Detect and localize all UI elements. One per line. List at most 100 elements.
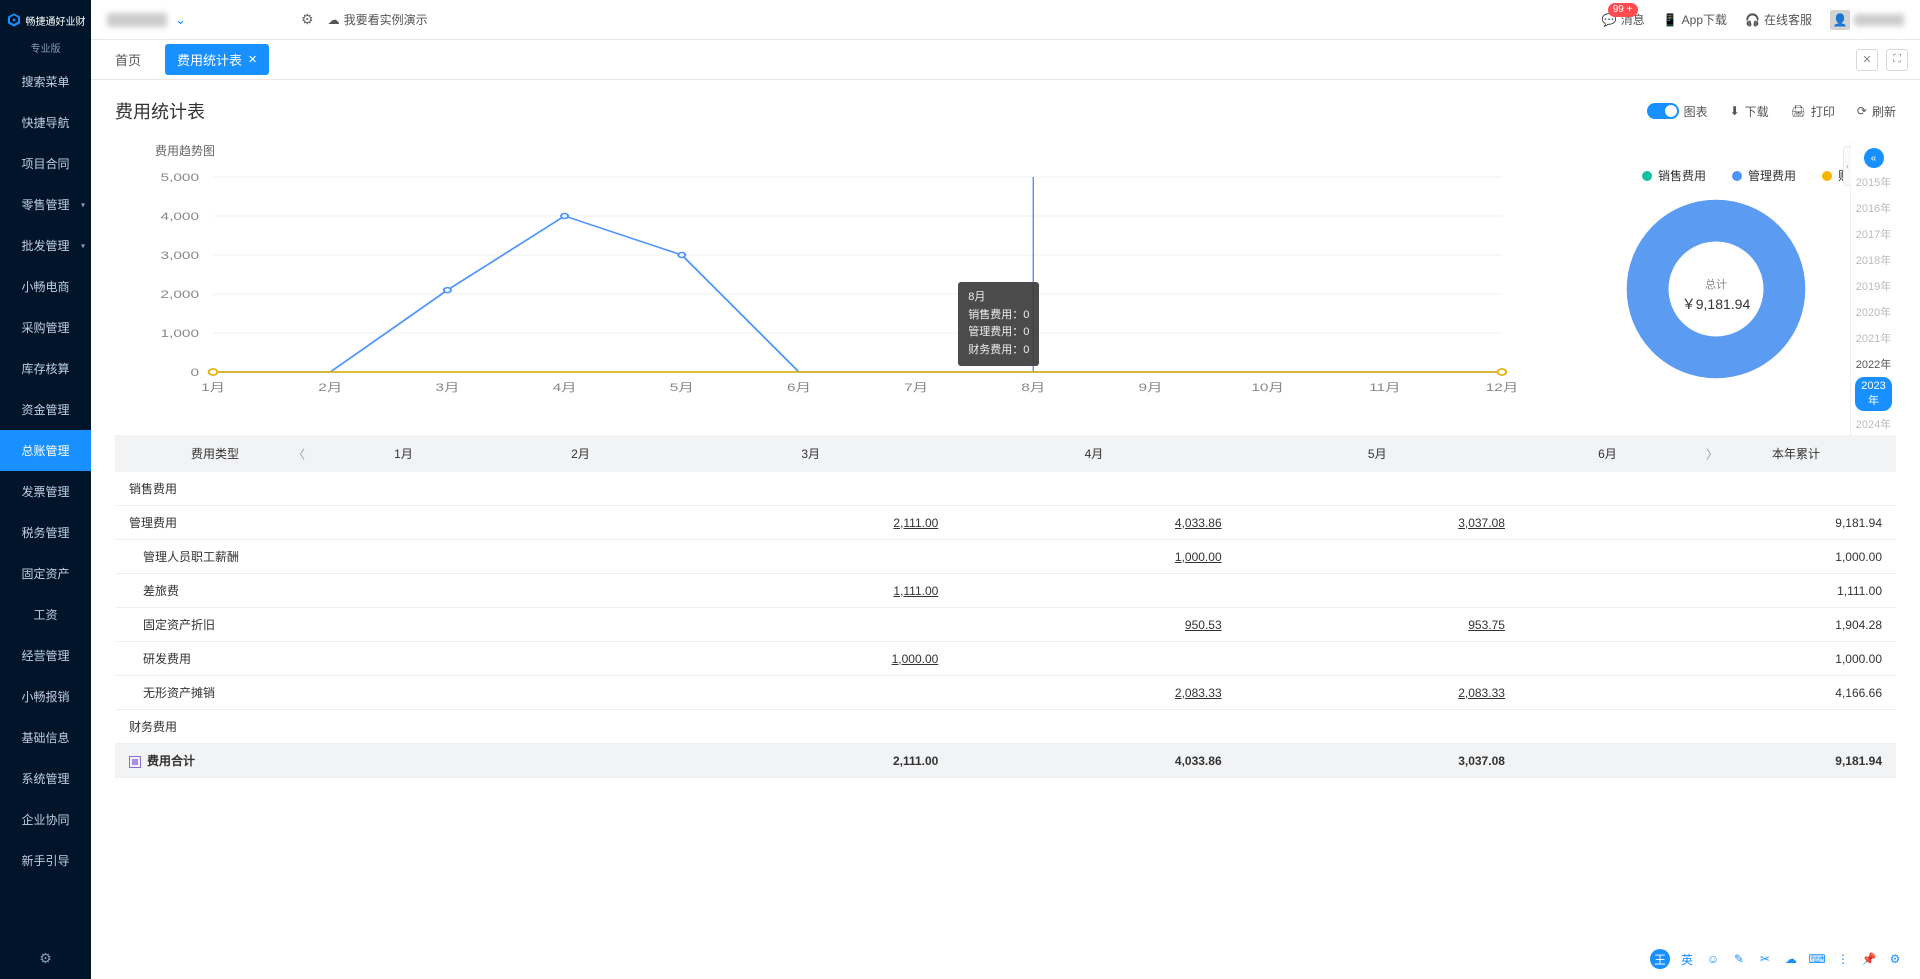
cell-link[interactable]: 953.75: [1468, 618, 1505, 632]
settings-gear-icon[interactable]: ⚙: [39, 950, 52, 966]
sidebar-menu: 搜索菜单快捷导航项目合同零售管理▾批发管理▾小畅电商采购管理库存核算资金管理总账…: [0, 61, 91, 938]
legend-item[interactable]: 销售费用: [1642, 167, 1706, 184]
support-button[interactable]: 🎧 在线客服: [1745, 11, 1812, 28]
col-month: 5月: [1236, 435, 1519, 472]
demo-link[interactable]: ☁ 我要看实例演示: [328, 11, 428, 28]
ime-cloud-icon[interactable]: ☁: [1782, 950, 1800, 968]
year-rail: ‹ « 2015年2016年2017年2018年2019年2020年2021年2…: [1850, 142, 1896, 464]
total-row-icon: [129, 756, 141, 768]
donut-panel: 销售费用管理费用财务费用 总计 ￥9,181.94: [1536, 167, 1896, 417]
sidebar-item[interactable]: 总账管理: [0, 430, 91, 471]
cell-link[interactable]: 2,083.33: [1175, 686, 1222, 700]
year-item[interactable]: 2020年: [1851, 299, 1896, 325]
tab-home[interactable]: 首页: [103, 44, 153, 75]
cell: [669, 608, 952, 642]
sidebar-item[interactable]: 基础信息: [0, 717, 91, 758]
year-item[interactable]: 2016年: [1851, 195, 1896, 221]
row-label: 无形资产摊销: [115, 676, 315, 710]
cell: [492, 506, 669, 540]
year-item[interactable]: 2021年: [1851, 325, 1896, 351]
sidebar-item[interactable]: 小畅电商: [0, 266, 91, 307]
print-button[interactable]: 🖨 打印: [1791, 103, 1835, 120]
year-item[interactable]: 2024年: [1851, 411, 1896, 437]
ime-more-icon[interactable]: ⋮: [1834, 950, 1852, 968]
user-menu[interactable]: 👤: [1830, 10, 1904, 30]
cell: 1,000.00: [669, 642, 952, 676]
tab-current[interactable]: 费用统计表 ✕: [165, 44, 269, 75]
refresh-button[interactable]: ⟳ 刷新: [1857, 103, 1896, 120]
download-label: 下载: [1745, 103, 1769, 120]
sidebar-item[interactable]: 快捷导航: [0, 102, 91, 143]
sidebar-item[interactable]: 新手引导: [0, 840, 91, 881]
sidebar: 畅捷通好业财 专业版 搜索菜单快捷导航项目合同零售管理▾批发管理▾小畅电商采购管…: [0, 0, 91, 979]
sidebar-item[interactable]: 发票管理: [0, 471, 91, 512]
year-item[interactable]: 2015年: [1851, 169, 1896, 195]
ime-scissors-icon[interactable]: ✂: [1756, 950, 1774, 968]
ime-edit-icon[interactable]: ✎: [1730, 950, 1748, 968]
cell-link[interactable]: 2,083.33: [1458, 686, 1505, 700]
sidebar-item[interactable]: 经营管理: [0, 635, 91, 676]
sidebar-item[interactable]: 资金管理: [0, 389, 91, 430]
ime-pin-icon[interactable]: 📌: [1860, 950, 1878, 968]
cell-link[interactable]: 1,111.00: [893, 584, 938, 598]
sidebar-item[interactable]: 企业协同: [0, 799, 91, 840]
year-item[interactable]: 2023年: [1855, 377, 1892, 411]
row-total: 9,181.94: [1696, 744, 1896, 778]
year-item[interactable]: 2018年: [1851, 247, 1896, 273]
cell-link[interactable]: 950.53: [1185, 618, 1222, 632]
sidebar-item[interactable]: 零售管理▾: [0, 184, 91, 225]
settings-icon[interactable]: ⚙: [301, 11, 314, 28]
svg-text:4,000: 4,000: [161, 210, 200, 222]
cell-link[interactable]: 1,000.00: [892, 652, 939, 666]
download-button[interactable]: ⬇ 下载: [1730, 103, 1769, 120]
cell-link[interactable]: 4,033.86: [1175, 516, 1222, 530]
sidebar-item[interactable]: 库存核算: [0, 348, 91, 389]
ime-lang-icon[interactable]: 英: [1678, 950, 1696, 968]
cell: 3,037.08: [1236, 744, 1519, 778]
brand-logo: 畅捷通好业财: [0, 0, 91, 40]
legend-item[interactable]: 管理费用: [1732, 167, 1796, 184]
sidebar-item[interactable]: 小畅报销: [0, 676, 91, 717]
cell-link[interactable]: 3,037.08: [1458, 516, 1505, 530]
year-item[interactable]: 2022年: [1851, 351, 1896, 377]
rail-collapse-handle[interactable]: ‹: [1843, 146, 1851, 186]
line-chart-svg: 01,0002,0003,0004,0005,0001月2月3月4月5月6月7月…: [115, 167, 1516, 397]
app-download-button[interactable]: 📱 App下载: [1663, 11, 1727, 28]
tab-fullscreen-button[interactable]: ⛶: [1886, 49, 1908, 71]
sidebar-item[interactable]: 项目合同: [0, 143, 91, 184]
messages-button[interactable]: 99 + 💬 消息: [1602, 11, 1645, 28]
sidebar-item[interactable]: 采购管理: [0, 307, 91, 348]
sidebar-item[interactable]: 搜索菜单: [0, 61, 91, 102]
cell: [1519, 608, 1696, 642]
table-prev-icon[interactable]: 〈: [291, 443, 307, 464]
ime-keyboard-icon[interactable]: ⌨: [1808, 950, 1826, 968]
year-item[interactable]: 2019年: [1851, 273, 1896, 299]
org-selector[interactable]: ⌄: [107, 12, 287, 28]
chart-toggle[interactable]: 图表: [1647, 103, 1708, 120]
row-label: 财务费用: [115, 710, 315, 744]
sidebar-item[interactable]: 税务管理: [0, 512, 91, 553]
cell-link[interactable]: 2,111.00: [893, 516, 938, 530]
table-next-icon[interactable]: 〉: [1704, 443, 1720, 464]
tab-close-icon[interactable]: ✕: [248, 53, 257, 66]
sidebar-item[interactable]: 系统管理: [0, 758, 91, 799]
year-item[interactable]: 2017年: [1851, 221, 1896, 247]
cell-link[interactable]: 1,000.00: [1175, 550, 1222, 564]
sidebar-item[interactable]: 工资: [0, 594, 91, 635]
chevron-down-icon: ⌄: [175, 12, 186, 28]
svg-text:8月: 8月: [1021, 381, 1045, 393]
ime-main-icon[interactable]: 王: [1650, 949, 1670, 969]
content: 费用统计表 图表 ⬇ 下载 🖨 打印 ⟳: [91, 80, 1920, 979]
row-total: 1,000.00: [1696, 540, 1896, 574]
year-scroll-up[interactable]: «: [1864, 148, 1884, 168]
page-header: 费用统计表 图表 ⬇ 下载 🖨 打印 ⟳: [115, 98, 1896, 124]
table-total-row: 费用合计2,111.004,033.863,037.089,181.94: [115, 744, 1896, 778]
ime-emoji-icon[interactable]: ☺: [1704, 950, 1722, 968]
sidebar-item[interactable]: 批发管理▾: [0, 225, 91, 266]
ime-settings-icon[interactable]: ⚙: [1886, 950, 1904, 968]
tab-close-all-button[interactable]: ✕: [1856, 49, 1878, 71]
sidebar-item[interactable]: 固定资产: [0, 553, 91, 594]
svg-text:4月: 4月: [553, 381, 577, 393]
svg-text:10月: 10月: [1251, 381, 1284, 393]
donut-center: 总计 ￥9,181.94: [1682, 275, 1751, 313]
